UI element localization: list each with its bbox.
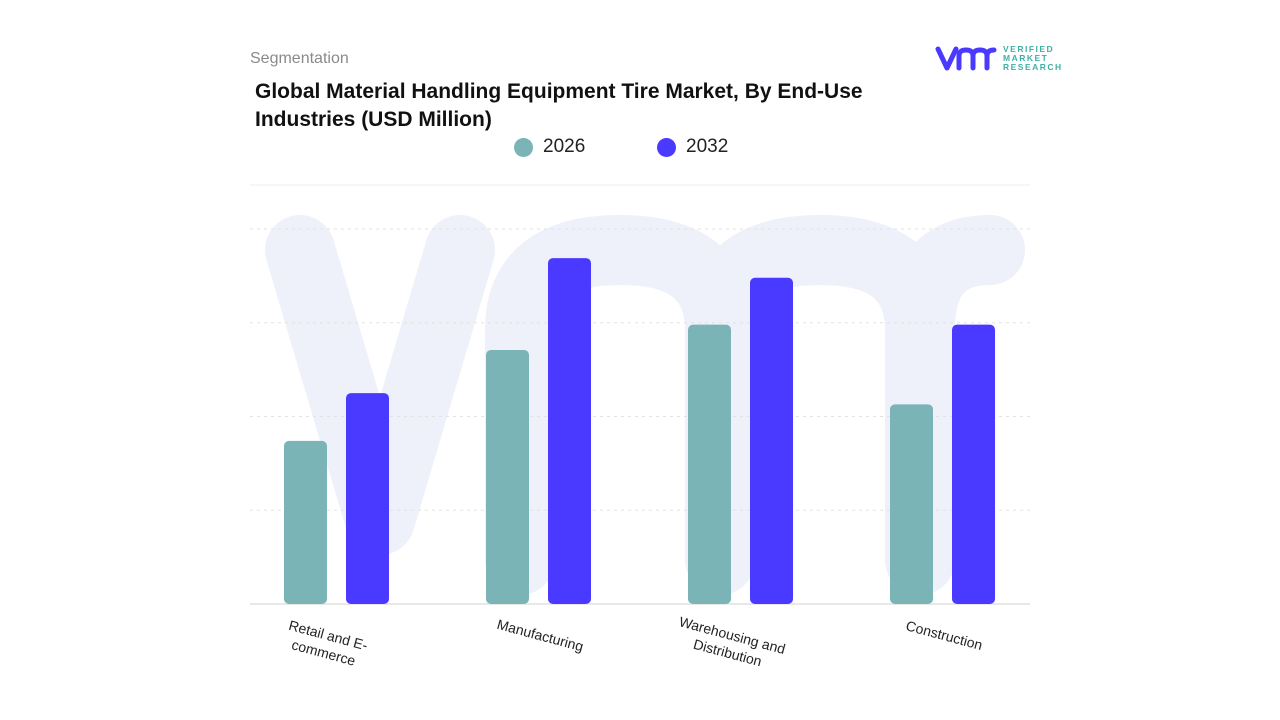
bar-2032-2 [750,277,793,604]
legend-label-2026: 2026 [543,136,586,157]
logo-text-1: VERIFIED [1003,43,1055,54]
x-tick-label-3: Construction [904,617,984,653]
bar-2026-1 [486,349,529,604]
segment-label: Segmentation [250,50,349,67]
logo-text-2: MARKET [1003,52,1049,63]
bar-2032-3 [952,324,995,604]
bar-2026-2 [688,324,731,604]
legend-item-2032: 2032 [657,136,728,158]
bar-2032-0 [346,393,389,604]
legend-item-2026: 2026 [514,136,585,158]
logo: VERIFIED MARKET RESEARCH [935,44,1063,72]
chart-title: Global Material Handling Equipment Tire … [255,80,863,131]
x-tick-label-line: Manufacturing [495,616,585,654]
x-tick-label-0: Retail and E-commerce [282,617,369,671]
bar-2032-1 [548,258,591,604]
legend-swatch-2032 [657,137,676,157]
x-tick-label-1: Manufacturing [495,616,585,654]
x-tick-label-line: Construction [904,617,984,653]
x-tick-label-2: Warehousing andDistribution [673,613,787,674]
vmr-logo-icon [935,46,997,71]
legend-swatch-2026 [514,137,533,157]
legend-label-2032: 2032 [686,136,729,157]
bar-2026-0 [284,440,327,604]
watermark-logo-icon [265,215,1025,595]
logo-text-3: RESEARCH [1003,61,1063,72]
bar-2026-3 [890,404,933,604]
